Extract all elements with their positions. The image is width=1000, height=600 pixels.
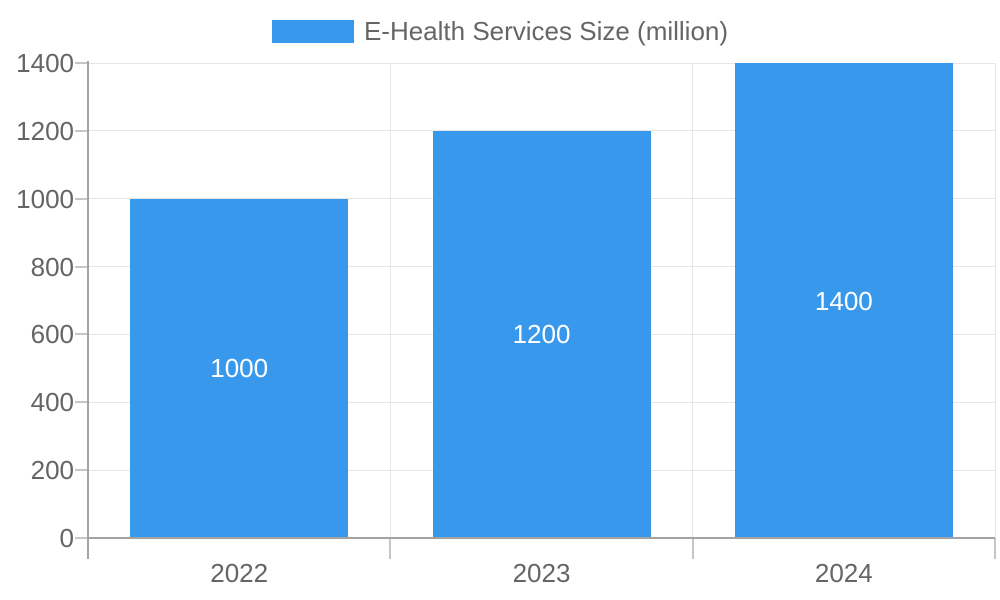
- legend[interactable]: E-Health Services Size (million): [0, 16, 1000, 46]
- x-axis-category-label: 2024: [814, 558, 873, 588]
- x-axis-tick: [691, 538, 694, 559]
- x-axis-category-label: 2023: [512, 558, 571, 588]
- y-axis-tick: [75, 197, 88, 200]
- y-axis-tick-label: 1000: [16, 183, 74, 214]
- x-axis-tick: [389, 538, 392, 559]
- x-axis-line: [88, 537, 995, 539]
- y-axis-tick-label: 400: [30, 387, 74, 418]
- y-axis-line: [87, 61, 89, 559]
- y-axis-tick: [75, 537, 88, 539]
- y-axis-tick-label: 1400: [16, 48, 74, 78]
- x-axis-category-label: 2022: [210, 558, 269, 588]
- y-axis-tick: [75, 129, 88, 132]
- v-gridline: [389, 63, 391, 538]
- y-axis-tick: [75, 265, 88, 268]
- bar-value-label: 1000: [210, 353, 269, 384]
- y-axis-tick: [75, 62, 88, 64]
- legend-label: E-Health Services Size (million): [363, 16, 729, 46]
- y-axis-tick-label: 200: [30, 455, 74, 486]
- bar-value-label: 1200: [512, 319, 571, 350]
- v-gridline: [994, 63, 996, 538]
- bar-2022[interactable]: 1000: [130, 198, 349, 538]
- y-axis-tick-label: 1200: [16, 115, 74, 146]
- h-gridline: [88, 62, 995, 64]
- y-axis-tick: [75, 469, 88, 472]
- v-gridline: [692, 63, 694, 538]
- y-axis-tick: [75, 333, 88, 336]
- x-axis-tick: [994, 538, 996, 559]
- y-axis-tick-label: 600: [30, 319, 74, 350]
- y-axis-tick-label: 800: [30, 251, 74, 282]
- bar-2024[interactable]: 1400: [734, 63, 953, 538]
- bar-value-label: 1400: [814, 285, 873, 316]
- y-axis-tick-label: 0: [59, 523, 74, 553]
- y-axis-tick: [75, 401, 88, 404]
- legend-swatch-icon: [271, 19, 354, 43]
- bar-2023[interactable]: 1200: [432, 130, 651, 538]
